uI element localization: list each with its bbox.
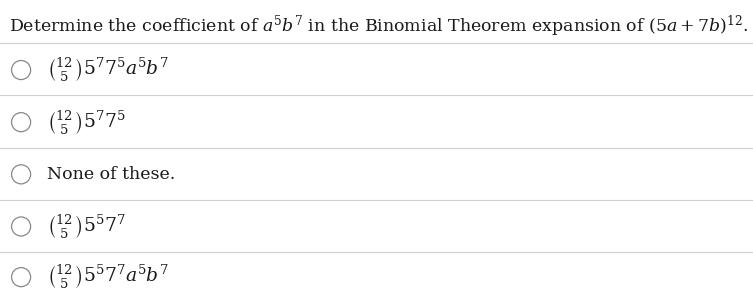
- Text: $\binom{12}{5}5^77^5a^5b^7$: $\binom{12}{5}5^77^5a^5b^7$: [47, 56, 169, 84]
- Text: Determine the coefficient of $a^5b^7$ in the Binomial Theorem expansion of $(5a : Determine the coefficient of $a^5b^7$ in…: [9, 13, 748, 39]
- Text: $\binom{12}{5}5^77^5$: $\binom{12}{5}5^77^5$: [47, 108, 125, 136]
- Text: $\binom{12}{5}5^57^7a^5b^7$: $\binom{12}{5}5^57^7a^5b^7$: [47, 263, 169, 291]
- Text: $\binom{12}{5}5^57^7$: $\binom{12}{5}5^57^7$: [47, 212, 125, 241]
- Text: None of these.: None of these.: [47, 166, 175, 183]
